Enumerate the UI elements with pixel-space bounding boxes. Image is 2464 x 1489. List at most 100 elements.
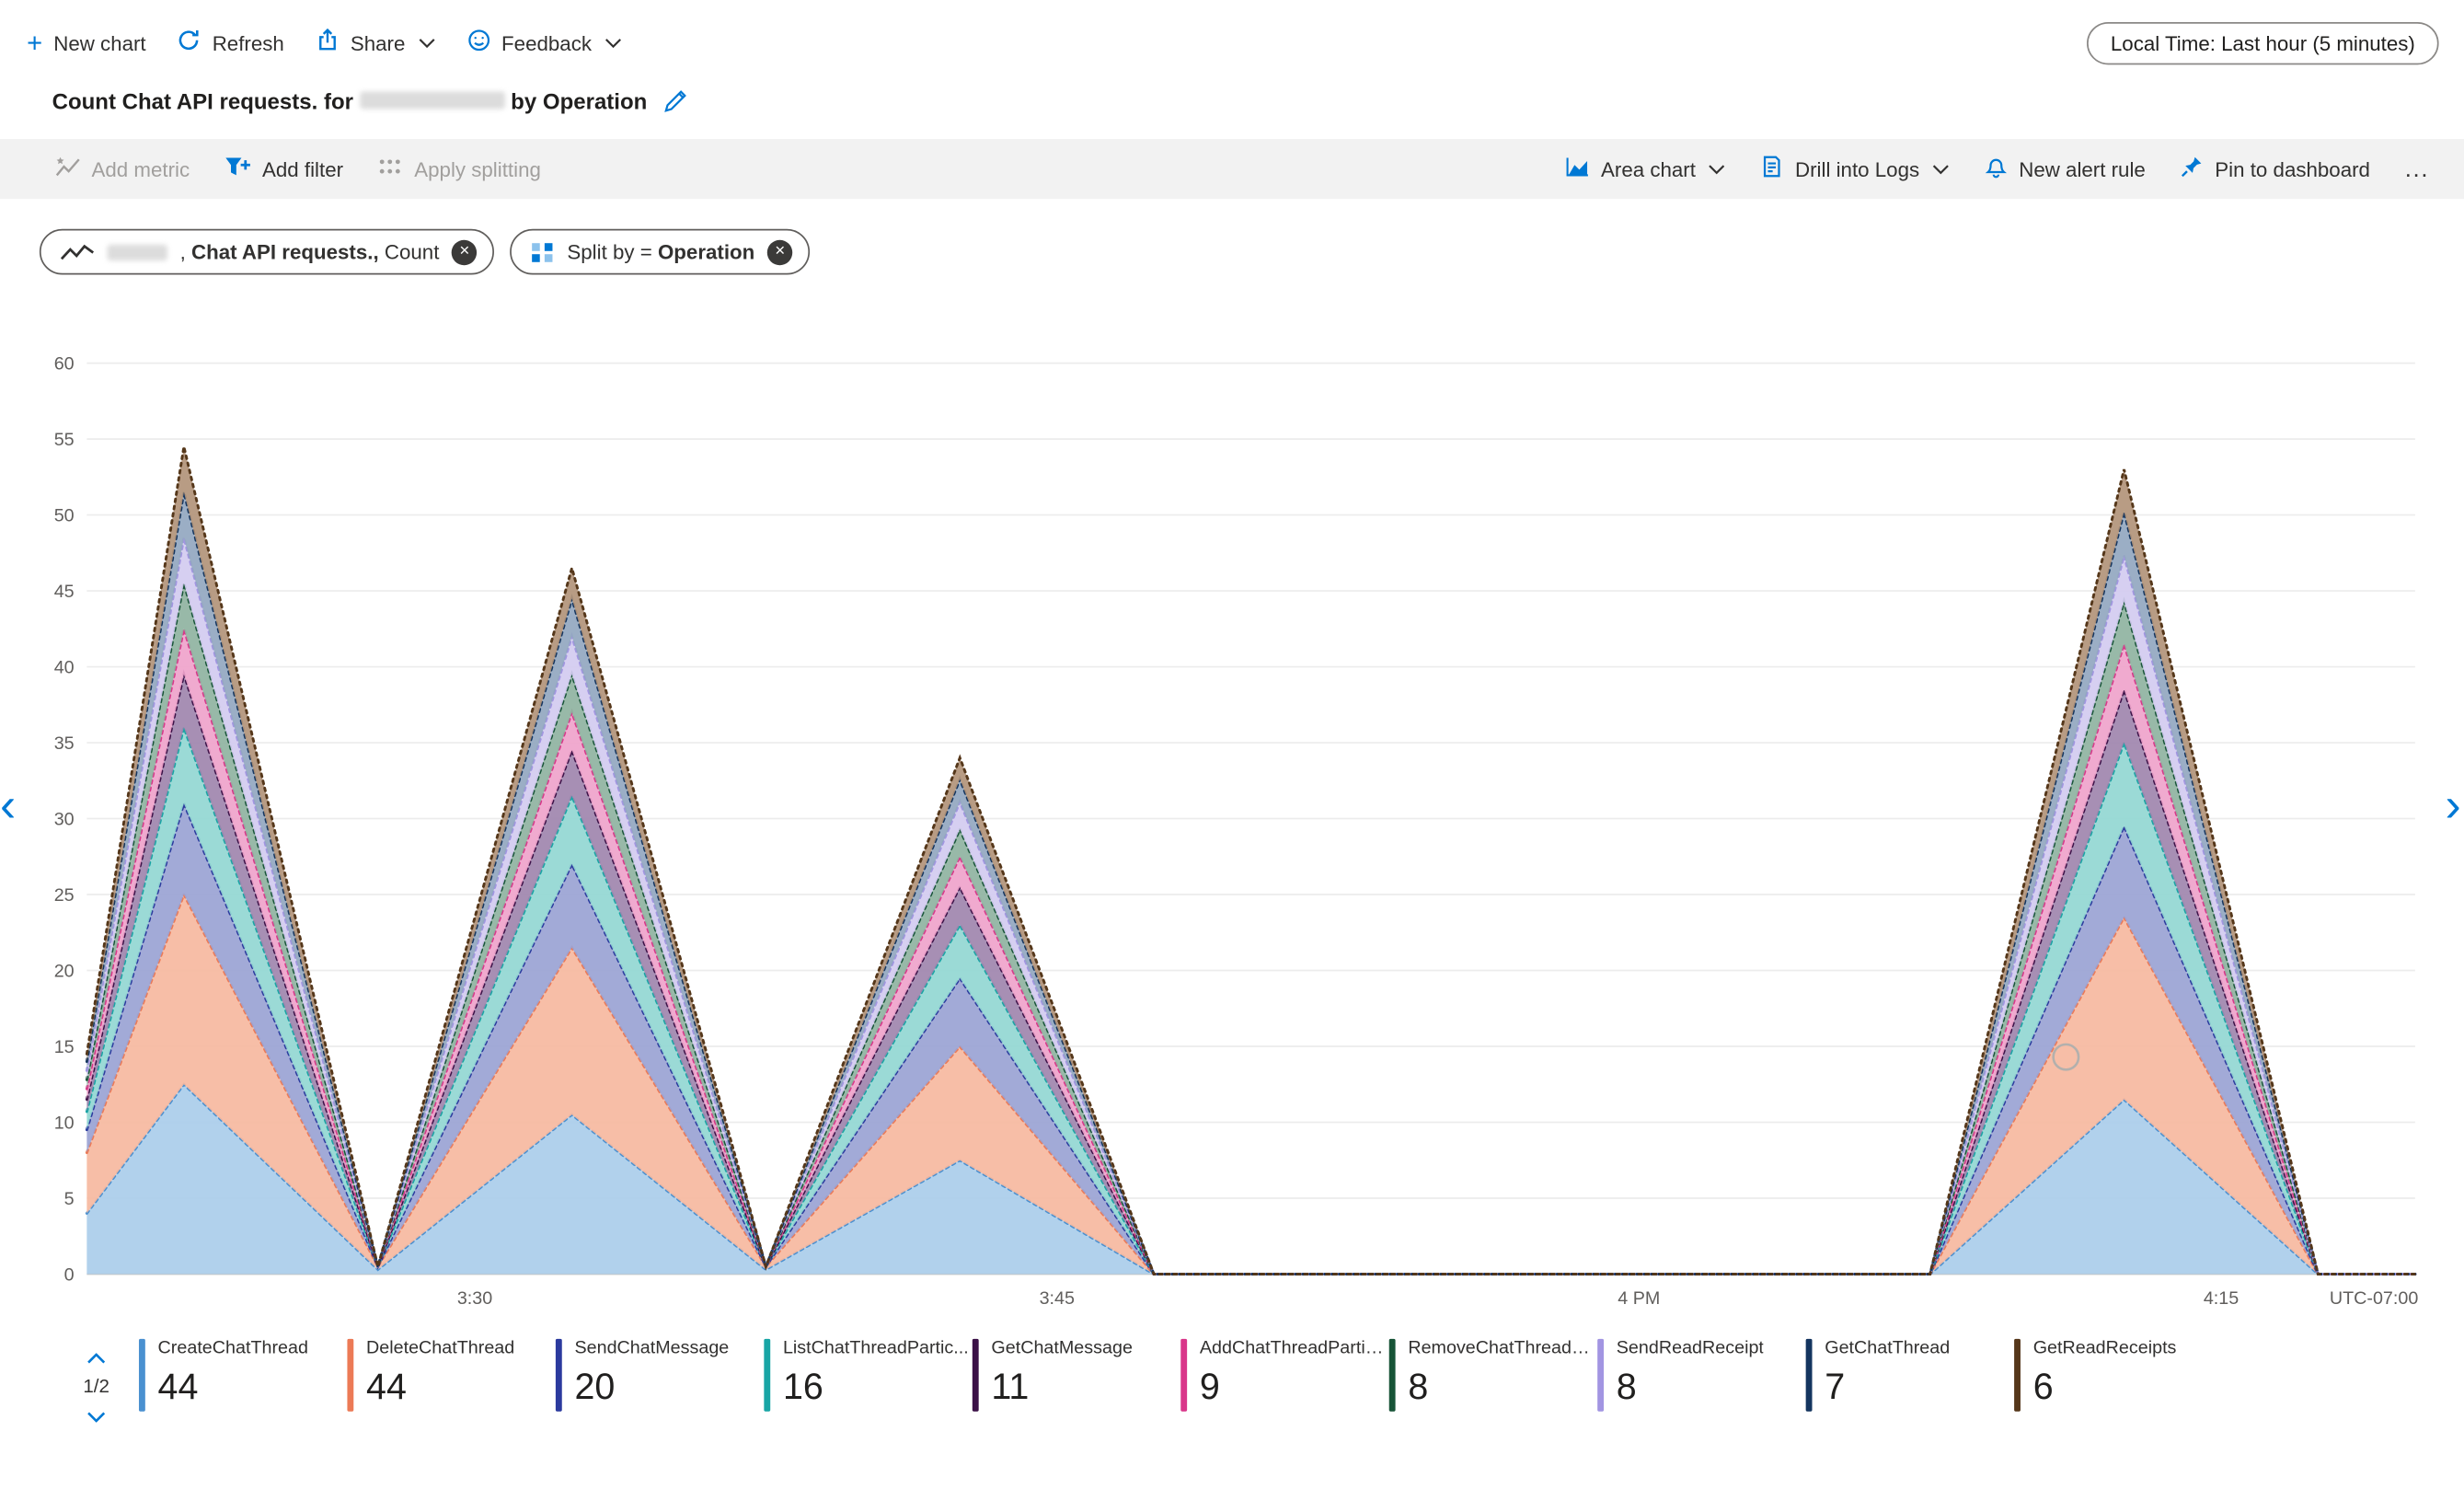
legend-item[interactable]: SendChatMessage 20 xyxy=(555,1338,764,1412)
svg-text:0: 0 xyxy=(64,1264,75,1285)
new-alert-rule-label: New alert rule xyxy=(2019,156,2146,181)
sparkline-icon xyxy=(60,242,95,261)
legend-series-name: SendReadReceipt xyxy=(1616,1338,1764,1358)
add-filter-button[interactable]: Add filter xyxy=(209,146,360,192)
svg-text:55: 55 xyxy=(54,430,75,450)
redacted-resource-name xyxy=(359,91,505,110)
chart-command-bar: Add metric Add filter Apply splitting xyxy=(0,138,2464,200)
metrics-chart[interactable]: 0 5 10 15 20 25 30 35 40 45 50 55 60 3:30 3:45 4 PM 4:15… xyxy=(0,338,2464,1320)
legend-item[interactable]: CreateChatThread 44 xyxy=(138,1338,347,1412)
svg-text:3:45: 3:45 xyxy=(1040,1288,1075,1309)
legend-color-swatch xyxy=(972,1338,979,1412)
legend-series-name: GetReadReceipts xyxy=(2032,1338,2177,1358)
legend-item[interactable]: GetReadReceipts 6 xyxy=(2014,1338,2222,1412)
legend-item[interactable]: DeleteChatThread 44 xyxy=(347,1338,555,1412)
legend-color-swatch xyxy=(347,1338,354,1412)
legend-series-value: 6 xyxy=(2032,1365,2054,1407)
smiley-icon xyxy=(466,29,490,57)
time-range-button[interactable]: Local Time: Last hour (5 minutes) xyxy=(2087,21,2439,64)
legend-item[interactable]: AddChatThreadPartici... 9 xyxy=(1180,1338,1388,1412)
share-button[interactable]: Share xyxy=(302,19,450,66)
svg-text:15: 15 xyxy=(54,1037,75,1057)
legend-series-name: SendChatMessage xyxy=(574,1338,730,1358)
gridlines-and-y-axis: 0 5 10 15 20 25 30 35 40 45 50 55 60 xyxy=(54,353,2415,1285)
legend-series-value: 16 xyxy=(782,1365,823,1407)
new-chart-label: New chart xyxy=(53,30,146,55)
chevron-right-icon: › xyxy=(2445,779,2461,833)
legend-series-name: CreateChatThread xyxy=(157,1338,308,1358)
legend-color-swatch xyxy=(1805,1338,1813,1412)
pencil-icon[interactable] xyxy=(662,88,687,113)
page-title: Count Chat API requests. for by Operatio… xyxy=(52,88,648,114)
legend-color-swatch xyxy=(764,1338,771,1412)
sparkline-star-icon xyxy=(55,156,80,182)
legend-item[interactable]: SendReadReceipt 8 xyxy=(1597,1338,1805,1412)
pushpin-icon xyxy=(2181,155,2205,183)
x-circle-icon[interactable]: × xyxy=(767,238,793,265)
chevron-left-icon: ‹ xyxy=(0,779,17,833)
timezone-label: UTC-07:00 xyxy=(2330,1288,2418,1309)
feedback-button[interactable]: Feedback xyxy=(453,19,636,66)
legend-color-swatch xyxy=(1388,1338,1396,1412)
metric-pill-text: , Chat API requests., Count xyxy=(179,239,440,264)
svg-text:30: 30 xyxy=(54,809,75,829)
pan-right-button[interactable]: › xyxy=(2445,779,2461,833)
legend-color-swatch xyxy=(2014,1338,2021,1412)
legend-color-swatch xyxy=(138,1338,145,1412)
legend-item[interactable]: ListChatThreadPartic... 16 xyxy=(764,1338,972,1412)
svg-text:4:15: 4:15 xyxy=(2204,1288,2239,1309)
refresh-label: Refresh xyxy=(212,30,284,55)
svg-text:35: 35 xyxy=(54,733,75,754)
svg-text:20: 20 xyxy=(54,961,75,981)
legend-item[interactable]: GetChatThread 7 xyxy=(1805,1338,2014,1412)
area-band-CreateChatThread xyxy=(86,1084,2415,1275)
svg-text:45: 45 xyxy=(54,582,75,602)
pan-left-button[interactable]: ‹ xyxy=(0,779,17,833)
legend-item[interactable]: GetChatMessage 11 xyxy=(972,1338,1180,1412)
x-circle-icon[interactable]: × xyxy=(452,238,478,265)
svg-text:60: 60 xyxy=(54,353,75,374)
legend-series-value: 7 xyxy=(1825,1365,1846,1407)
legend-items: CreateChatThread 44 DeleteChatThread 44 Send… xyxy=(138,1338,2223,1412)
pin-to-dashboard-button[interactable]: Pin to dashboard xyxy=(2164,145,2386,192)
more-options-button[interactable]: ... xyxy=(2389,146,2446,192)
chart-type-dropdown[interactable]: Area chart xyxy=(1549,146,1741,192)
legend-series-value: 11 xyxy=(991,1365,1030,1407)
chart-area: 0 5 10 15 20 25 30 35 40 45 50 55 60 3:30 3:45 4 PM 4:15… xyxy=(0,338,2464,1329)
ellipsis-icon: ... xyxy=(2404,155,2430,183)
chart-hover-marker xyxy=(2052,1043,2080,1071)
svg-text:50: 50 xyxy=(54,505,75,525)
legend-color-swatch xyxy=(1597,1338,1605,1412)
chevron-down-icon xyxy=(604,37,622,48)
drill-into-logs-dropdown[interactable]: Drill into Logs xyxy=(1744,145,1965,192)
pills-row: , Chat API requests., Count × Split by =… xyxy=(39,228,2464,275)
split-by-pill-text: Split by = Operation xyxy=(567,239,755,264)
area-band-DeleteChatThread xyxy=(86,895,2415,1275)
legend-page-indicator: 1/2 xyxy=(83,1375,109,1398)
metric-pill[interactable]: , Chat API requests., Count × xyxy=(39,228,495,275)
plus-icon: + xyxy=(27,28,43,58)
legend-page-down-button[interactable] xyxy=(86,1402,108,1428)
split-by-pill[interactable]: Split by = Operation × xyxy=(510,228,811,275)
split-squares-icon xyxy=(531,241,555,263)
top-toolbar: + New chart Refresh Share xyxy=(0,0,2464,79)
new-alert-rule-button[interactable]: New alert rule xyxy=(1968,145,2161,192)
chart-title-row: Count Chat API requests. for by Operatio… xyxy=(52,88,2464,114)
svg-text:5: 5 xyxy=(64,1189,75,1209)
legend-page-up-button[interactable] xyxy=(86,1344,108,1370)
add-metric-label: Add metric xyxy=(91,156,190,181)
redacted-resource-name xyxy=(107,244,167,260)
legend-item[interactable]: RemoveChatThreadPart... 8 xyxy=(1388,1338,1597,1412)
apply-splitting-label: Apply splitting xyxy=(414,156,541,181)
chevron-down-icon xyxy=(1709,164,1726,175)
refresh-button[interactable]: Refresh xyxy=(164,19,299,66)
new-chart-button[interactable]: + New chart xyxy=(13,21,160,63)
stacked-area-series xyxy=(85,446,2417,1275)
svg-text:10: 10 xyxy=(54,1113,75,1133)
funnel-plus-icon xyxy=(225,156,251,182)
legend-series-value: 8 xyxy=(1616,1365,1637,1407)
legend-series-name: RemoveChatThreadPart... xyxy=(1408,1338,1595,1358)
svg-text:40: 40 xyxy=(54,657,75,677)
legend-series-name: AddChatThreadPartici... xyxy=(1199,1338,1387,1358)
